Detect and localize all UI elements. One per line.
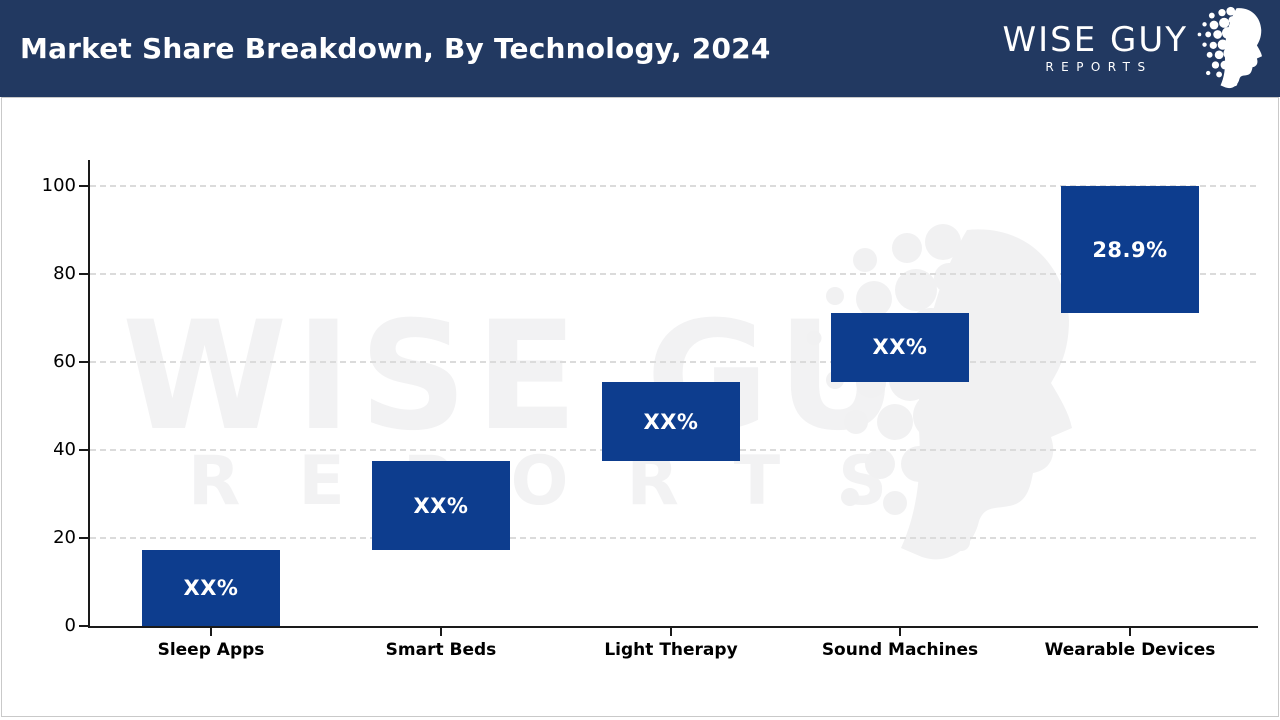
y-tickmark: [79, 273, 88, 275]
y-gridline: [90, 185, 1256, 187]
x-tickmark: [1129, 628, 1131, 636]
y-tick-label: 0: [64, 615, 76, 636]
y-tickmark: [79, 537, 88, 539]
waterfall-bar: 28.9%: [1061, 186, 1199, 314]
waterfall-bar: XX%: [602, 381, 740, 462]
y-gridline: [90, 361, 1256, 363]
y-tick-label: 80: [53, 263, 76, 284]
y-gridline: [90, 273, 1256, 275]
logo-subtext: REPORTS: [1045, 60, 1153, 75]
bar-value-label: XX%: [413, 493, 469, 518]
y-tickmark: [79, 185, 88, 187]
watermark-head-icon: [806, 224, 1072, 560]
y-tick-label: 20: [53, 527, 76, 548]
y-gridline: [90, 537, 1256, 539]
x-tick-label: Sound Machines: [821, 640, 979, 660]
x-axis-spine: [88, 626, 1258, 628]
logo-text: WISE GUY REPORTS: [1002, 19, 1188, 75]
y-tick-label: 100: [41, 175, 76, 196]
x-tick-label: Smart Beds: [385, 640, 497, 660]
waterfall-bar: XX%: [831, 313, 969, 382]
logo-head-icon: [1197, 6, 1262, 88]
x-tickmark: [670, 628, 672, 636]
bar-value-label: XX%: [183, 576, 239, 601]
page-title: Market Share Breakdown, By Technology, 2…: [20, 32, 771, 65]
y-tickmark: [79, 625, 88, 627]
x-tickmark: [210, 628, 212, 636]
logo-wordmark: WISE GUY: [1002, 19, 1188, 60]
y-tickmark: [79, 361, 88, 363]
header-band: Market Share Breakdown, By Technology, 2…: [0, 0, 1280, 97]
x-tick-label: Sleep Apps: [157, 640, 265, 660]
waterfall-bar: XX%: [142, 550, 280, 626]
y-tick-label: 40: [53, 439, 76, 460]
wise-guy-reports-logo: WISE GUY REPORTS: [1002, 5, 1280, 93]
bar-value-label: 28.9%: [1092, 237, 1168, 262]
y-tick-label: 60: [53, 351, 76, 372]
bar-value-label: XX%: [872, 335, 928, 360]
x-tickmark: [440, 628, 442, 636]
watermark-text-line2: REPORTS: [188, 442, 946, 521]
y-axis-spine: [88, 160, 90, 628]
x-tick-label: Wearable Devices: [1044, 640, 1216, 660]
bar-value-label: XX%: [643, 409, 699, 434]
y-tickmark: [79, 449, 88, 451]
x-tick-label: Light Therapy: [604, 640, 738, 660]
x-tickmark: [899, 628, 901, 636]
waterfall-bar: XX%: [372, 461, 510, 551]
